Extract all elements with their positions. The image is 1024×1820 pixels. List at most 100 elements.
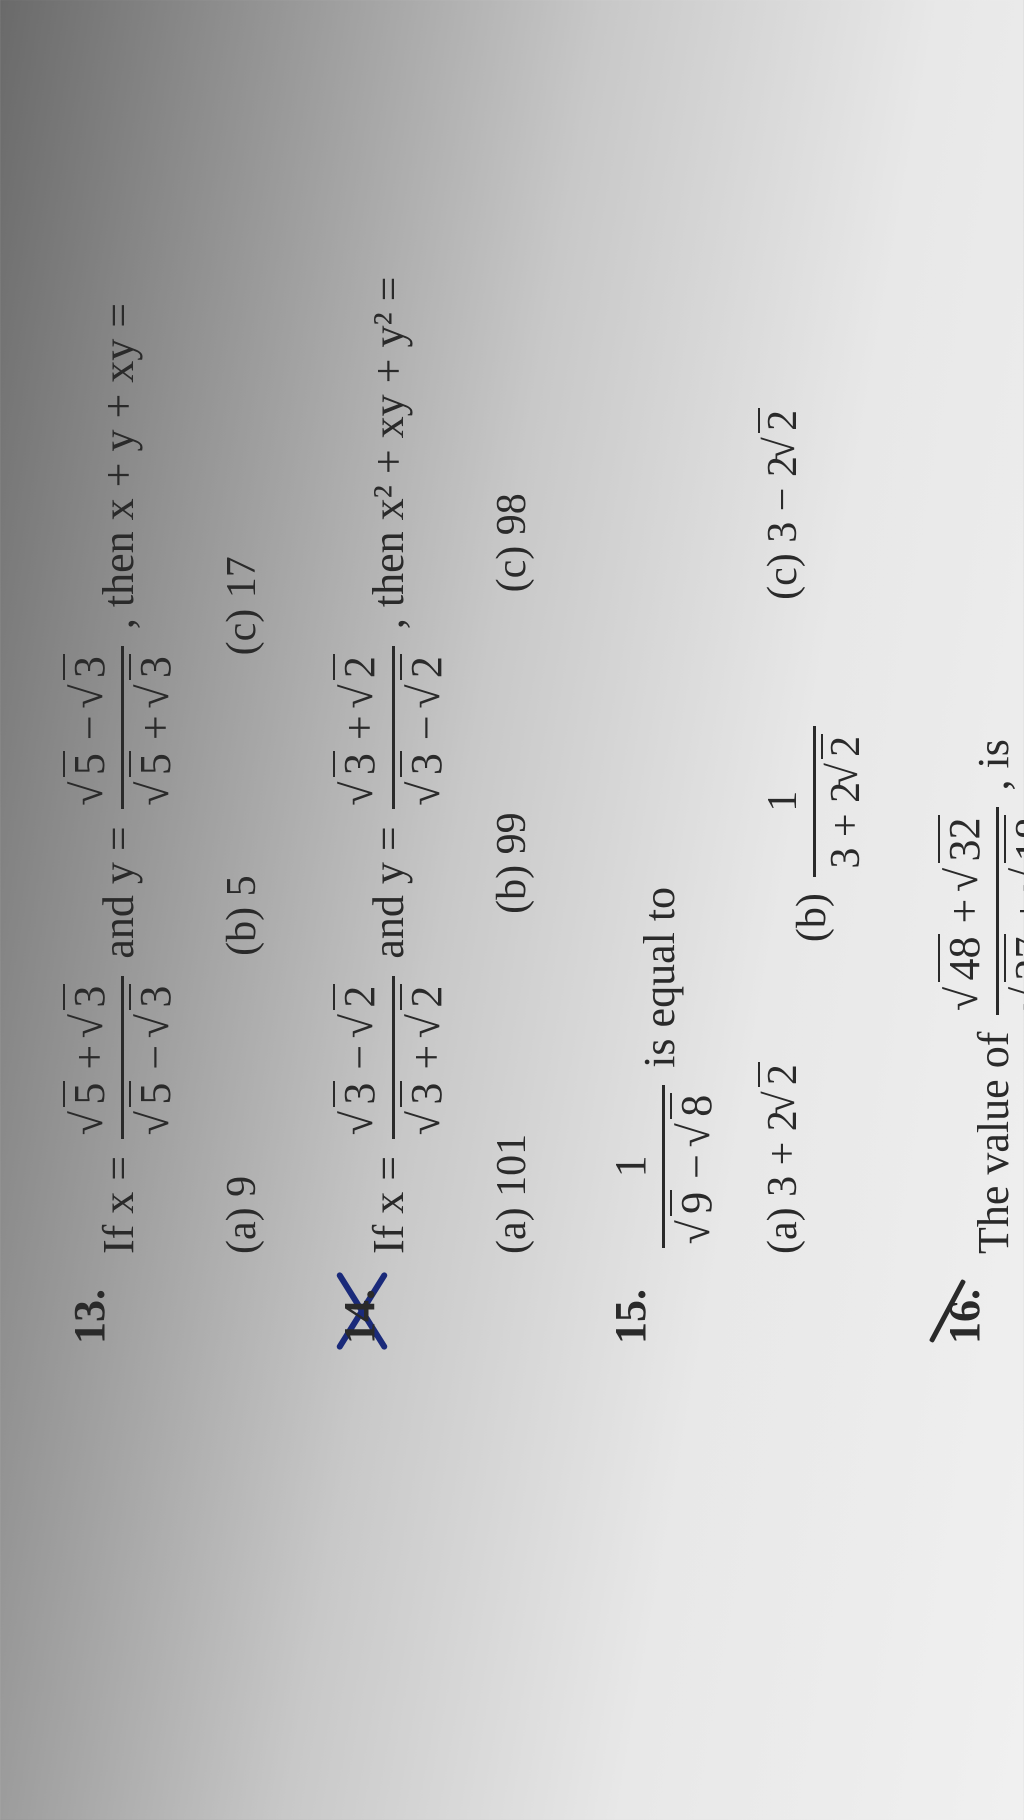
op: − <box>760 488 806 512</box>
sqrt: 2 <box>397 984 456 1034</box>
fraction-lead: 1 9 − 8 <box>601 1085 727 1248</box>
question-15: 15. 1 9 − 8 is equal to (a) 3 + 22 <box>601 0 875 1404</box>
option-c: (c) 98 <box>484 493 541 592</box>
sqrt: 2 <box>755 1062 812 1110</box>
sqrt: 2 <box>330 984 389 1034</box>
option-b: (b) 99 <box>484 812 541 913</box>
term-l: 3 <box>823 848 869 869</box>
frac-num: 5 + 3 <box>60 976 124 1139</box>
opt-prefix: (b) <box>789 893 835 942</box>
sqrt: 3 <box>330 751 389 801</box>
op: + <box>940 899 989 924</box>
frac-num: 1 <box>601 1085 665 1248</box>
op: + <box>402 1045 451 1070</box>
op: − <box>131 1045 180 1070</box>
tail-text: , is <box>969 739 1018 790</box>
opt-prefix: (c) <box>760 553 806 600</box>
question-number: 13. <box>60 1289 119 1344</box>
sqrt: 2 <box>755 408 812 456</box>
word-then: , then <box>364 531 413 629</box>
lead-text: The value of <box>969 1032 1018 1254</box>
sqrt: 2 <box>818 734 875 782</box>
frac-den: 5 + 3 <box>124 646 185 809</box>
sqrt: 3 <box>126 984 185 1034</box>
option-b: (b) 1 3 + 22 <box>755 720 875 942</box>
sqrt: 3 <box>330 1081 389 1131</box>
sqrt: 18 <box>1001 815 1024 887</box>
question-stem: The value of 48 + 32 27 + 18 , is <box>969 739 1018 1254</box>
sqrt: 27 <box>1001 934 1024 1006</box>
option-a: (a) 101 <box>484 1134 541 1254</box>
op: + <box>335 715 384 740</box>
lead-tail: is equal to <box>635 887 684 1068</box>
op: − <box>65 715 114 740</box>
question-13: (d 13. If x = 5 + 3 5 − 3 and <box>60 0 270 1404</box>
sqrt: 8 <box>667 1093 726 1143</box>
question-number: 16. <box>935 1289 994 1344</box>
question-stem: If x = 5 + 3 5 − 3 and y = <box>94 303 143 1254</box>
sqrt: 9 <box>667 1190 726 1240</box>
sqrt: 5 <box>60 1081 119 1131</box>
fraction-value: 48 + 32 27 + 18 <box>935 807 1024 1014</box>
frac-den: 9 − 8 <box>665 1085 726 1248</box>
option-c: (c) 17 <box>214 556 271 655</box>
sqrt: 5 <box>126 1081 185 1131</box>
op: − <box>402 715 451 740</box>
expr-tail: x + y + xy = <box>94 303 143 520</box>
question-14: 14. If x = 3 − 2 3 + 2 and <box>330 0 540 1404</box>
word-and: and <box>364 895 413 959</box>
sqrt: 3 <box>60 984 119 1034</box>
sqrt: 3 <box>126 654 185 704</box>
sqrt: 2 <box>397 654 456 704</box>
term-l: 3 <box>760 522 806 543</box>
op: + <box>65 1045 114 1070</box>
sqrt: 2 <box>330 654 389 704</box>
word-and: and <box>94 895 143 959</box>
frac-num: 1 <box>755 726 817 877</box>
expr-tail: x² + xy + y² = <box>364 277 413 521</box>
frac-num: 3 − 2 <box>330 976 394 1139</box>
fraction-x: 3 − 2 3 + 2 <box>330 976 456 1139</box>
frac-num: 5 − 3 <box>60 646 124 809</box>
option-a: (a) 3 + 22 <box>755 1062 875 1254</box>
sqrt: 3 <box>397 1081 456 1131</box>
word-if: If <box>364 1225 413 1254</box>
sqrt: 5 <box>60 751 119 801</box>
frac-num: 48 + 32 <box>935 807 999 1014</box>
sqrt: 3 <box>60 654 119 704</box>
y-equals: y = <box>364 826 413 884</box>
question-stem: 1 9 − 8 is equal to <box>635 887 684 1254</box>
sqrt: 48 <box>935 934 994 1006</box>
frac-num: 3 + 2 <box>330 646 394 809</box>
op: + <box>760 1142 806 1166</box>
frac-den: 27 + 18 <box>999 807 1024 1014</box>
opt-prefix: (a) <box>760 1207 806 1254</box>
rotated-page: (d 13. If x = 5 + 3 5 − 3 and <box>0 0 1024 1024</box>
fraction-y: 3 + 2 3 − 2 <box>330 646 456 809</box>
op: + <box>1006 899 1024 924</box>
x-equals: x = <box>94 1156 143 1214</box>
question-16: 16. The value of 48 + 32 27 + 18 , is <box>935 0 1024 1404</box>
options-row: (a) 101 (b) 99 (c) 98 <box>484 0 541 1254</box>
frac-den: 3 − 2 <box>395 646 456 809</box>
op: − <box>335 1045 384 1070</box>
options-row: (a) 3 + 22 (b) 1 3 + 22 <box>755 0 875 1254</box>
term-l: 3 <box>760 1176 806 1197</box>
x-equals: x = <box>364 1156 413 1214</box>
option-c: (c) 3 − 22 <box>755 408 875 600</box>
option-b: (b) 5 <box>214 875 271 955</box>
sqrt: 5 <box>126 751 185 801</box>
fraction-x: 5 + 3 5 − 3 <box>60 976 186 1139</box>
word-then: , then <box>94 531 143 629</box>
options-row: (a) 9 (b) 5 (c) 17 <box>214 0 271 1254</box>
question-stem: If x = 3 − 2 3 + 2 and y = <box>364 277 413 1255</box>
frac-den: 3 + 2 <box>395 976 456 1139</box>
question-number: 14. <box>330 1289 389 1344</box>
word-if: If <box>94 1225 143 1254</box>
fraction-b: 1 3 + 22 <box>755 726 875 877</box>
page-content: (d 13. If x = 5 + 3 5 − 3 and <box>60 0 960 1404</box>
op: − <box>672 1154 721 1179</box>
op: + <box>823 813 869 837</box>
y-equals: y = <box>94 826 143 884</box>
sqrt: 32 <box>935 815 994 887</box>
